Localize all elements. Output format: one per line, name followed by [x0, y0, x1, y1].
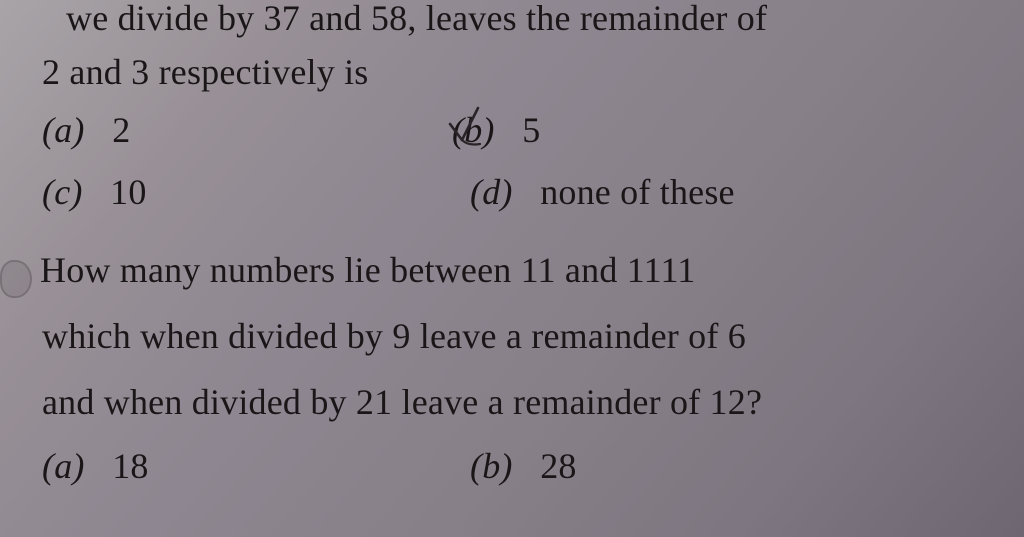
option-label: (b): [470, 446, 513, 486]
option-value: 28: [540, 446, 576, 486]
option-label: (a): [42, 110, 85, 150]
option-value: 10: [110, 172, 146, 212]
q2-text-line1: How many numbers lie between 11 and 1111: [40, 252, 696, 288]
option-value: none of these: [540, 172, 735, 212]
q2-option-a[interactable]: (a) 18: [42, 448, 149, 484]
option-label: (d): [470, 172, 513, 212]
q1-text-line1: we divide by 37 and 58, leaves the remai…: [66, 0, 767, 36]
q1-option-c[interactable]: (c) 10: [42, 174, 147, 210]
question-bullet: [0, 260, 32, 298]
option-value: 5: [522, 110, 540, 150]
option-value: 2: [112, 110, 130, 150]
q1-text-line2: 2 and 3 respectively is: [42, 54, 369, 90]
option-label: (a): [42, 446, 85, 486]
option-value: 18: [112, 446, 148, 486]
q2-text-line2: which when divided by 9 leave a remainde…: [42, 318, 746, 354]
q2-text-line3: and when divided by 21 leave a remainder…: [42, 384, 762, 420]
q1-option-b[interactable]: (b) 5: [452, 112, 540, 148]
q2-option-b[interactable]: (b) 28: [470, 448, 577, 484]
q1-option-d[interactable]: (d) none of these: [470, 174, 735, 210]
option-label: (b): [452, 110, 495, 150]
q1-option-a[interactable]: (a) 2: [42, 112, 130, 148]
option-label: (c): [42, 172, 83, 212]
